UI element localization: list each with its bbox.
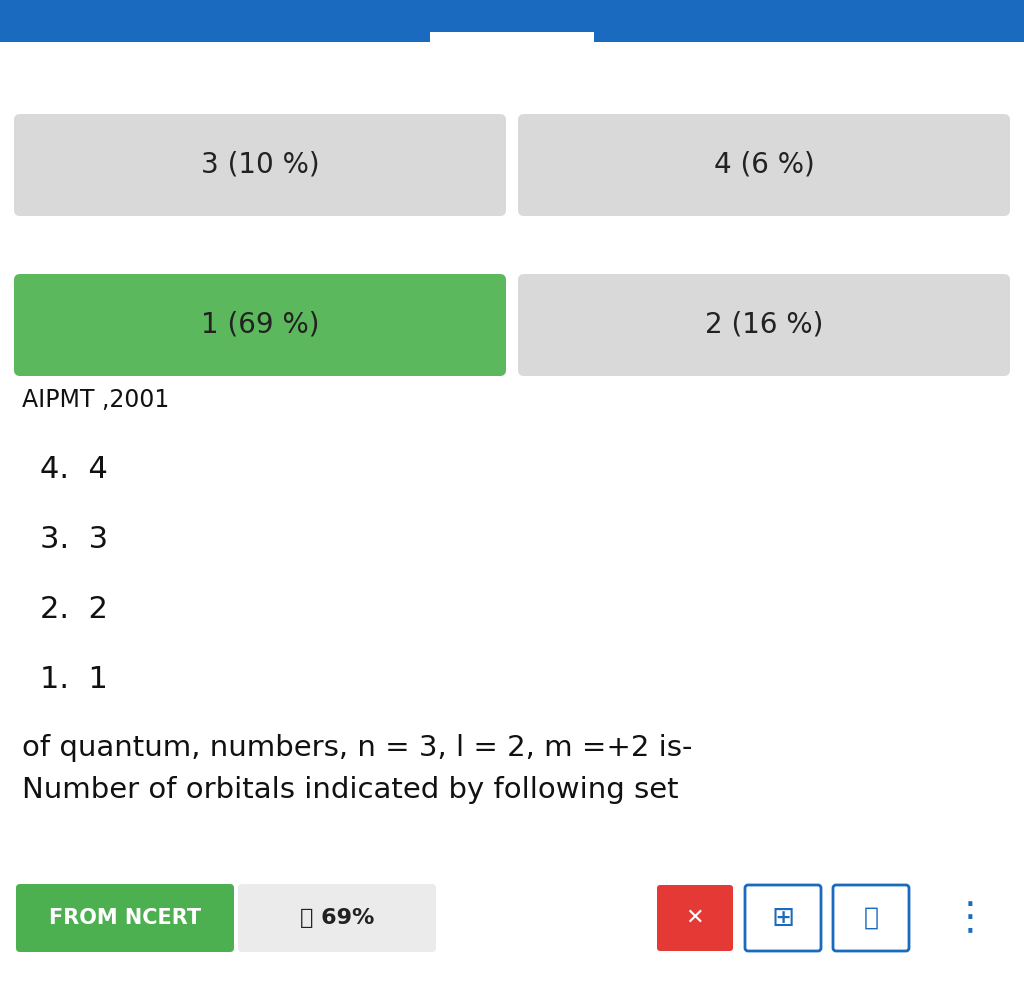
Text: ⎘: ⎘ xyxy=(863,906,879,930)
FancyBboxPatch shape xyxy=(14,274,506,376)
Text: AIPMT ,2001: AIPMT ,2001 xyxy=(22,388,169,412)
FancyBboxPatch shape xyxy=(745,885,821,951)
FancyBboxPatch shape xyxy=(16,884,234,952)
Bar xyxy=(0,0,1024,42)
Text: 3.  3: 3. 3 xyxy=(40,526,109,554)
FancyBboxPatch shape xyxy=(14,114,506,216)
FancyBboxPatch shape xyxy=(657,885,733,951)
Bar xyxy=(430,32,594,50)
Text: ✕: ✕ xyxy=(686,908,705,928)
FancyBboxPatch shape xyxy=(518,274,1010,376)
Text: ⋮: ⋮ xyxy=(950,899,989,937)
Text: 2 (16 %): 2 (16 %) xyxy=(705,311,823,339)
Text: of quantum, numbers, n = 3, l = 2, m =+2 is-: of quantum, numbers, n = 3, l = 2, m =+2… xyxy=(22,734,692,762)
FancyBboxPatch shape xyxy=(833,885,909,951)
Text: ⊞: ⊞ xyxy=(771,904,795,932)
Text: 4.  4: 4. 4 xyxy=(40,456,108,485)
Text: Number of orbitals indicated by following set: Number of orbitals indicated by followin… xyxy=(22,776,679,804)
Text: 2.  2: 2. 2 xyxy=(40,595,108,624)
FancyBboxPatch shape xyxy=(238,884,436,952)
Text: 1.  1: 1. 1 xyxy=(40,666,108,694)
Text: FROM NCERT: FROM NCERT xyxy=(49,908,201,928)
Text: 3 (10 %): 3 (10 %) xyxy=(201,151,319,179)
Text: 1 (69 %): 1 (69 %) xyxy=(201,311,319,339)
Text: 👍 69%: 👍 69% xyxy=(300,908,374,928)
FancyBboxPatch shape xyxy=(518,114,1010,216)
Text: 4 (6 %): 4 (6 %) xyxy=(714,151,814,179)
